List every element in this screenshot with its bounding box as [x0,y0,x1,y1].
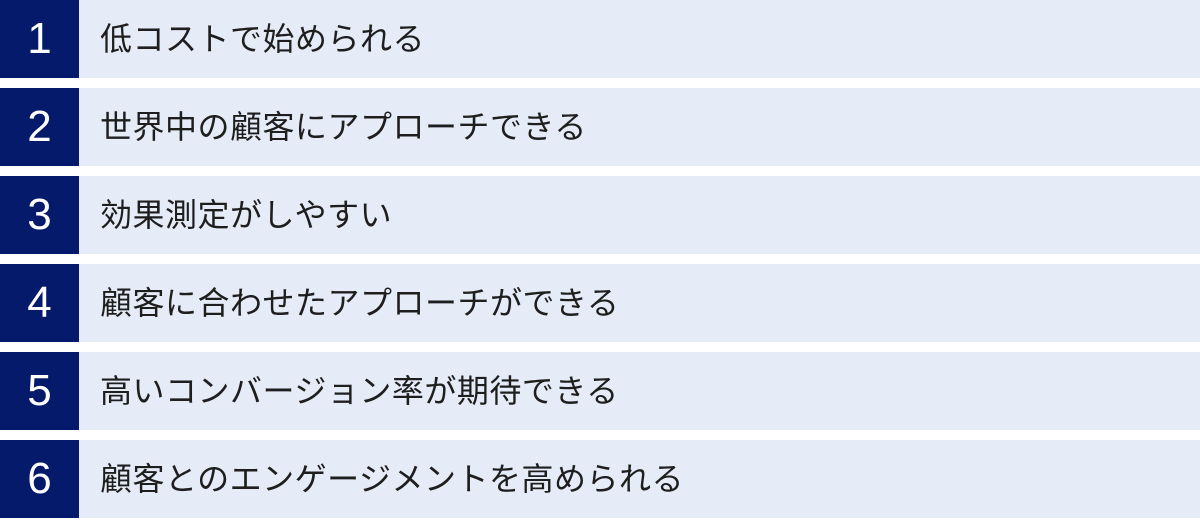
item-label: 低コストで始められる [100,21,426,57]
list-item: 1 低コストで始められる [0,0,1200,78]
item-label: 世界中の顧客にアプローチできる [100,109,587,145]
item-label: 効果測定がしやすい [100,197,393,233]
list-item: 5 高いコンバージョン率が期待できる [0,352,1200,430]
item-number-badge: 5 [0,352,79,430]
item-label: 高いコンバージョン率が期待できる [100,373,619,409]
item-body: 世界中の顧客にアプローチできる [79,88,1200,166]
item-number-badge: 2 [0,88,79,166]
list-item: 4 顧客に合わせたアプローチができる [0,264,1200,342]
item-body: 高いコンバージョン率が期待できる [79,352,1200,430]
item-body: 効果測定がしやすい [79,176,1200,254]
list-item: 3 効果測定がしやすい [0,176,1200,254]
item-number-badge: 3 [0,176,79,254]
item-number-badge: 4 [0,264,79,342]
item-body: 顧客とのエンゲージメントを高められる [79,440,1200,518]
benefit-list: 1 低コストで始められる 2 世界中の顧客にアプローチできる 3 効果測定がしや… [0,0,1200,518]
item-number-badge: 6 [0,440,79,518]
list-item: 6 顧客とのエンゲージメントを高められる [0,440,1200,518]
item-body: 低コストで始められる [79,0,1200,78]
list-item: 2 世界中の顧客にアプローチできる [0,88,1200,166]
item-body: 顧客に合わせたアプローチができる [79,264,1200,342]
item-label: 顧客とのエンゲージメントを高められる [100,461,685,497]
item-number-badge: 1 [0,0,79,78]
item-label: 顧客に合わせたアプローチができる [100,285,620,321]
